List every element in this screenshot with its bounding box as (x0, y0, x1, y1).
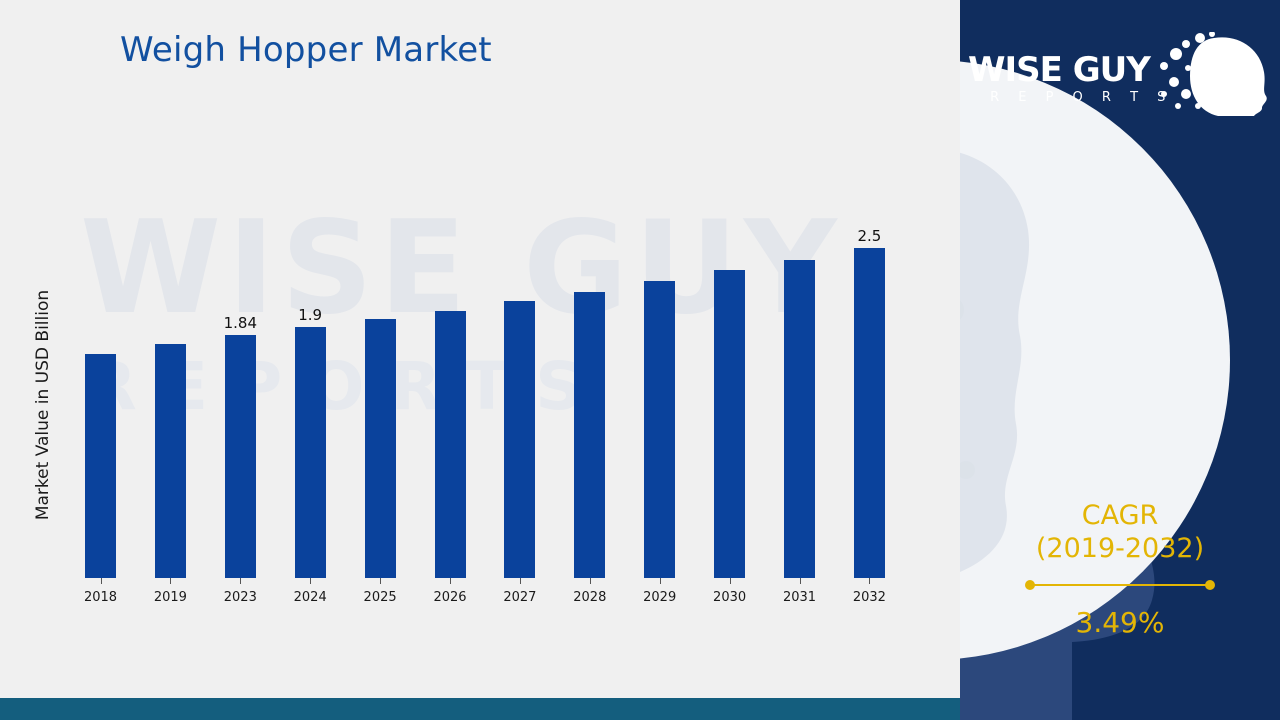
brand-logo: WISE GUY R E P O R T S (960, 28, 1280, 120)
x-axis-tick-2026 (450, 578, 451, 584)
cagr-value: 3.49% (1075, 605, 1165, 639)
x-axis-label-2018: 2018 (83, 590, 118, 605)
x-axis-label-2029: 2029 (643, 590, 677, 605)
bar-2032 (853, 248, 885, 578)
x-axis-label-2019: 2019 (153, 590, 187, 605)
x-axis-tick-2018 (100, 578, 102, 584)
x-axis-label-2025: 2025 (363, 590, 397, 605)
divider-dot-right (1205, 579, 1215, 590)
cagr-title: CAGR (1081, 500, 1159, 531)
x-axis-label-2028: 2028 (573, 590, 607, 605)
x-axis-tick-2025 (380, 578, 382, 584)
bar-2029 (644, 281, 676, 578)
brand-panel: WISE GUY R E P O R T S (960, 0, 1280, 720)
x-axis-tick-2024 (310, 578, 312, 584)
cagr-period: (2019-2032) (1035, 532, 1205, 564)
x-axis-tick-2030 (729, 578, 731, 584)
bar-2028 (574, 291, 606, 578)
x-axis-label-2023: 2023 (223, 590, 257, 605)
logo-dotted-head-icon (1160, 32, 1267, 116)
brand-wordmark: WISE GUY (968, 50, 1151, 90)
bar-chart-plot-area: 2018 2019 1.84 2023 1.9 2024 2025 2026 2027 2028 2… (83, 227, 886, 605)
x-axis-label-2030: 2030 (713, 590, 747, 605)
brand-subtitle: R E P O R T S (990, 90, 1173, 105)
x-axis-tick-2032 (869, 578, 871, 584)
bar-2025 (364, 319, 396, 578)
x-axis-label-2027: 2027 (503, 590, 537, 605)
cagr-divider (1025, 579, 1215, 590)
bar-2023 (224, 335, 256, 578)
x-axis-tick-2019 (170, 578, 172, 584)
x-axis-tick-2028 (589, 578, 591, 584)
bar-2027 (504, 300, 536, 578)
bar-2031 (784, 259, 815, 578)
bar-2030 (714, 270, 746, 578)
chart-panel: Weigh Hopper Market WISE GUY REPORTS Mar… (0, 30, 960, 720)
bar-value-label-2032: 2.5 (857, 227, 882, 245)
x-axis-label-2024: 2024 (293, 590, 327, 605)
bar-2026 (434, 311, 466, 578)
x-axis-tick-2027 (519, 578, 521, 584)
decorative-head-graphic (960, 61, 1230, 720)
divider-line (1030, 583, 1210, 586)
cagr-block: CAGR (2019-2032) 3.49% (960, 500, 1280, 639)
bar-2018 (85, 353, 116, 578)
bar-2024 (294, 327, 326, 578)
x-axis-label-2032: 2032 (852, 590, 886, 605)
x-axis-label-2031: 2031 (782, 590, 817, 605)
page-title: Weigh Hopper Market (120, 30, 492, 70)
bar-value-label-2023: 1.84 (223, 314, 257, 333)
x-axis-label-2026: 2026 (433, 590, 467, 605)
x-axis-tick-2029 (659, 578, 661, 584)
bottom-accent-strip (0, 698, 960, 720)
x-axis-tick-2023 (240, 578, 242, 584)
x-axis-tick-2031 (799, 578, 801, 584)
bar-2019 (154, 344, 186, 578)
bar-value-label-2024: 1.9 (298, 306, 323, 325)
